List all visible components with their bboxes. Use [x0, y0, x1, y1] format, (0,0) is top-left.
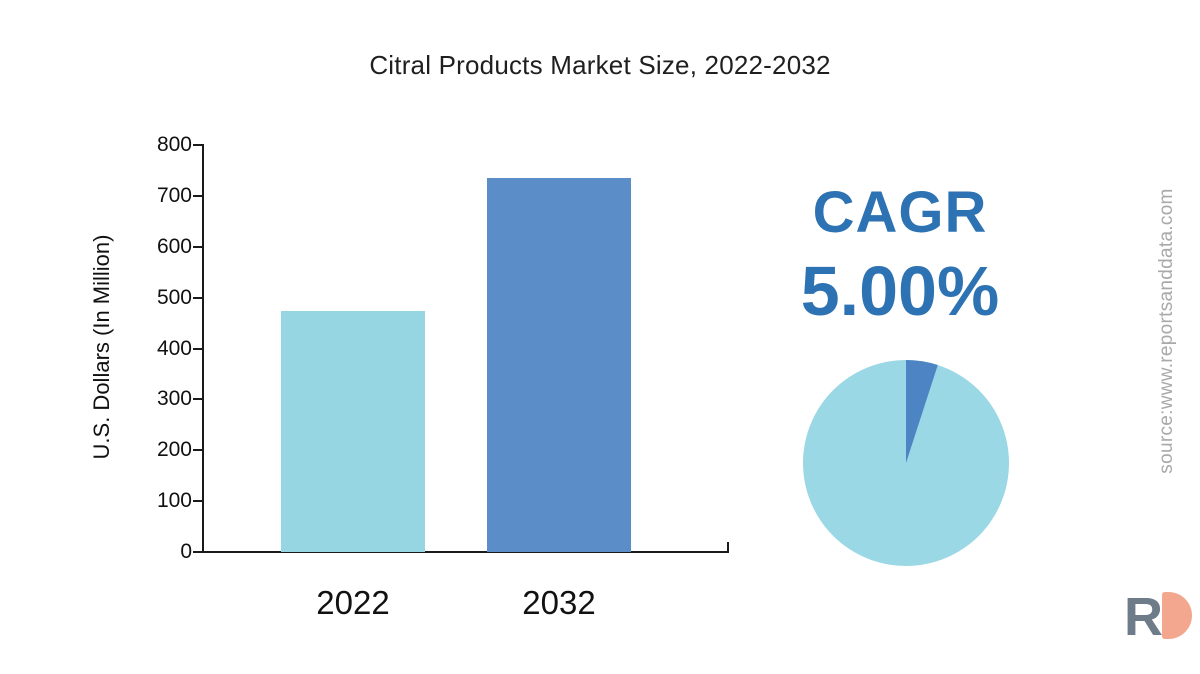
- y-axis-line: [202, 144, 204, 553]
- y-tick-mark: [193, 296, 202, 299]
- y-tick-label: 0: [180, 540, 192, 563]
- cagr-value: 5.00%: [800, 252, 1000, 330]
- logo-d-shape: [1162, 592, 1192, 639]
- pie-chart: [803, 359, 1009, 566]
- x-axis-end-tick: [727, 542, 729, 552]
- x-axis-line: [202, 551, 729, 553]
- y-tick-mark: [193, 551, 202, 553]
- y-tick-label: 800: [156, 133, 192, 156]
- x-tick-label: 2032: [522, 584, 596, 621]
- y-tick-label: 500: [156, 285, 192, 309]
- y-tick-mark: [193, 398, 202, 401]
- y-tick-label: 100: [156, 489, 192, 513]
- y-tick-mark: [193, 194, 202, 197]
- logo-letter-r: R: [1124, 587, 1163, 647]
- source-watermark: source:www.reportsanddata.com: [1156, 188, 1177, 474]
- bar-2022: [281, 310, 425, 552]
- bar-2032: [487, 178, 631, 552]
- y-tick-label: 400: [156, 336, 192, 360]
- y-tick-mark: [193, 347, 202, 350]
- brand-logo: R: [1124, 587, 1194, 647]
- y-tick-mark: [193, 500, 202, 503]
- chart-title: Citral Products Market Size, 2022-2032: [369, 50, 831, 80]
- y-tick-label: 700: [156, 183, 192, 207]
- y-tick-label: 600: [156, 234, 192, 258]
- y-tick-label: 300: [156, 387, 192, 411]
- y-tick-mark: [193, 144, 202, 146]
- x-tick-label: 2022: [316, 584, 390, 621]
- y-tick-mark: [193, 449, 202, 452]
- pie-highlight-slice: [906, 359, 938, 463]
- cagr-label: CAGR: [812, 180, 988, 245]
- y-tick-mark: [193, 245, 202, 248]
- y-tick-label: 200: [156, 438, 192, 462]
